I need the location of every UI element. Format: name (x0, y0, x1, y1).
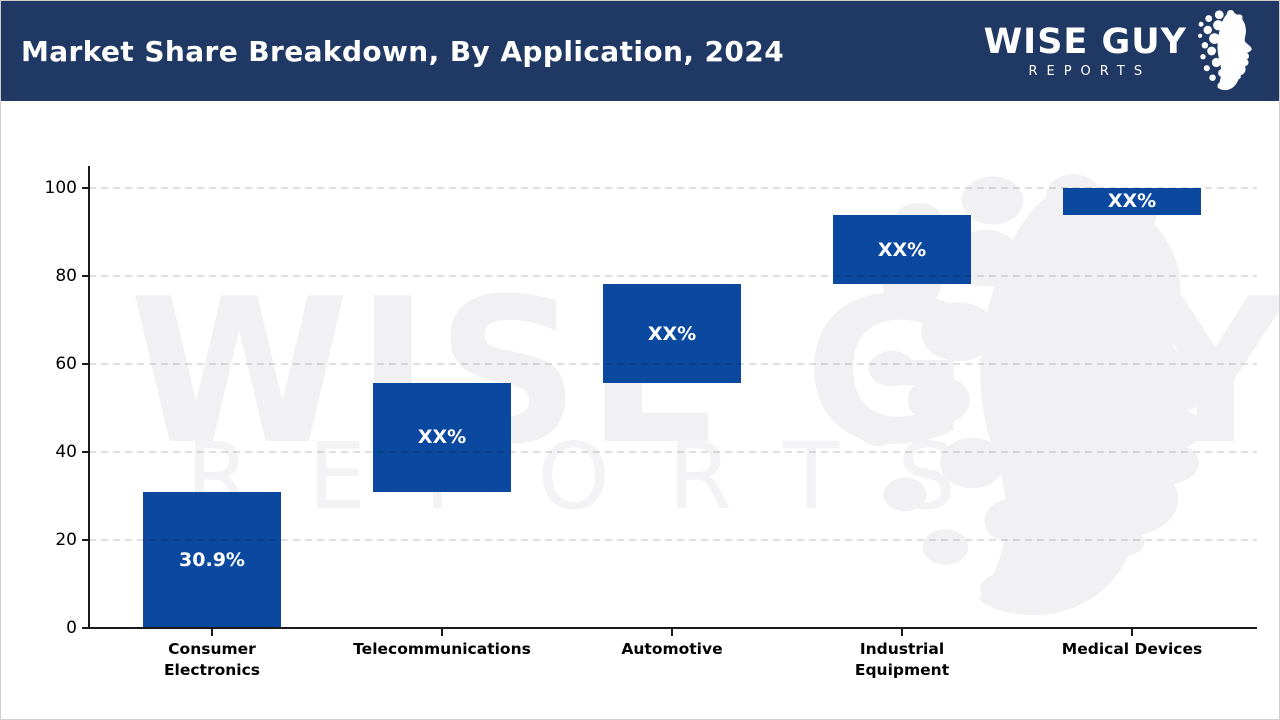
x-axis-tick (441, 629, 443, 636)
x-tick-label: Automotive (621, 640, 723, 658)
y-axis-line (88, 166, 90, 629)
x-axis-tick (671, 629, 673, 636)
x-axis-tick (1131, 629, 1133, 636)
gridline (89, 363, 1257, 365)
x-tick-label: Consumer Electronics (163, 640, 261, 679)
gridline (89, 451, 1257, 453)
y-tick-label: 40 (55, 442, 77, 462)
bar-value-label: XX% (417, 426, 467, 449)
y-axis-tick (82, 539, 89, 541)
bar (143, 492, 281, 628)
y-axis-tick (82, 275, 89, 277)
y-tick-label: 0 (66, 618, 77, 638)
y-axis-tick (82, 363, 89, 365)
page-title: Market Share Breakdown, By Application, … (21, 34, 785, 68)
y-tick-label: 80 (55, 266, 77, 286)
x-axis-tick (211, 629, 213, 636)
brand-logo: WISE GUY REPORTS (984, 9, 1255, 93)
x-axis-tick (901, 629, 903, 636)
bar-value-label: XX% (647, 322, 697, 345)
brand-face-icon (1198, 9, 1252, 91)
gridline (89, 539, 1257, 541)
header-bar: Market Share Breakdown, By Application, … (1, 1, 1279, 101)
y-tick-label: 100 (44, 178, 77, 198)
x-tick-label: Medical Devices (1061, 640, 1203, 658)
brand-wordmark: WISE GUY (983, 21, 1187, 62)
x-axis-line (88, 627, 1257, 629)
bar-value-label: XX% (1107, 190, 1157, 213)
bar (373, 382, 511, 493)
y-axis-tick (82, 187, 89, 189)
brand-sub-wordmark: REPORTS (1028, 63, 1152, 79)
y-axis-tick (82, 627, 89, 629)
x-tick-label: Telecommunications (353, 640, 531, 658)
gridline (89, 275, 1257, 277)
y-tick-label: 20 (55, 530, 77, 550)
bar (603, 284, 741, 383)
y-axis-tick (82, 451, 89, 453)
bar-value-label: 30.9% (179, 549, 245, 571)
bar-value-label: XX% (877, 238, 927, 261)
brand-wordmark-block: WISE GUY REPORTS (983, 21, 1187, 79)
y-tick-label: 60 (55, 354, 77, 374)
gridline (89, 187, 1257, 189)
x-tick-label: Industrial Equipment (854, 640, 950, 679)
